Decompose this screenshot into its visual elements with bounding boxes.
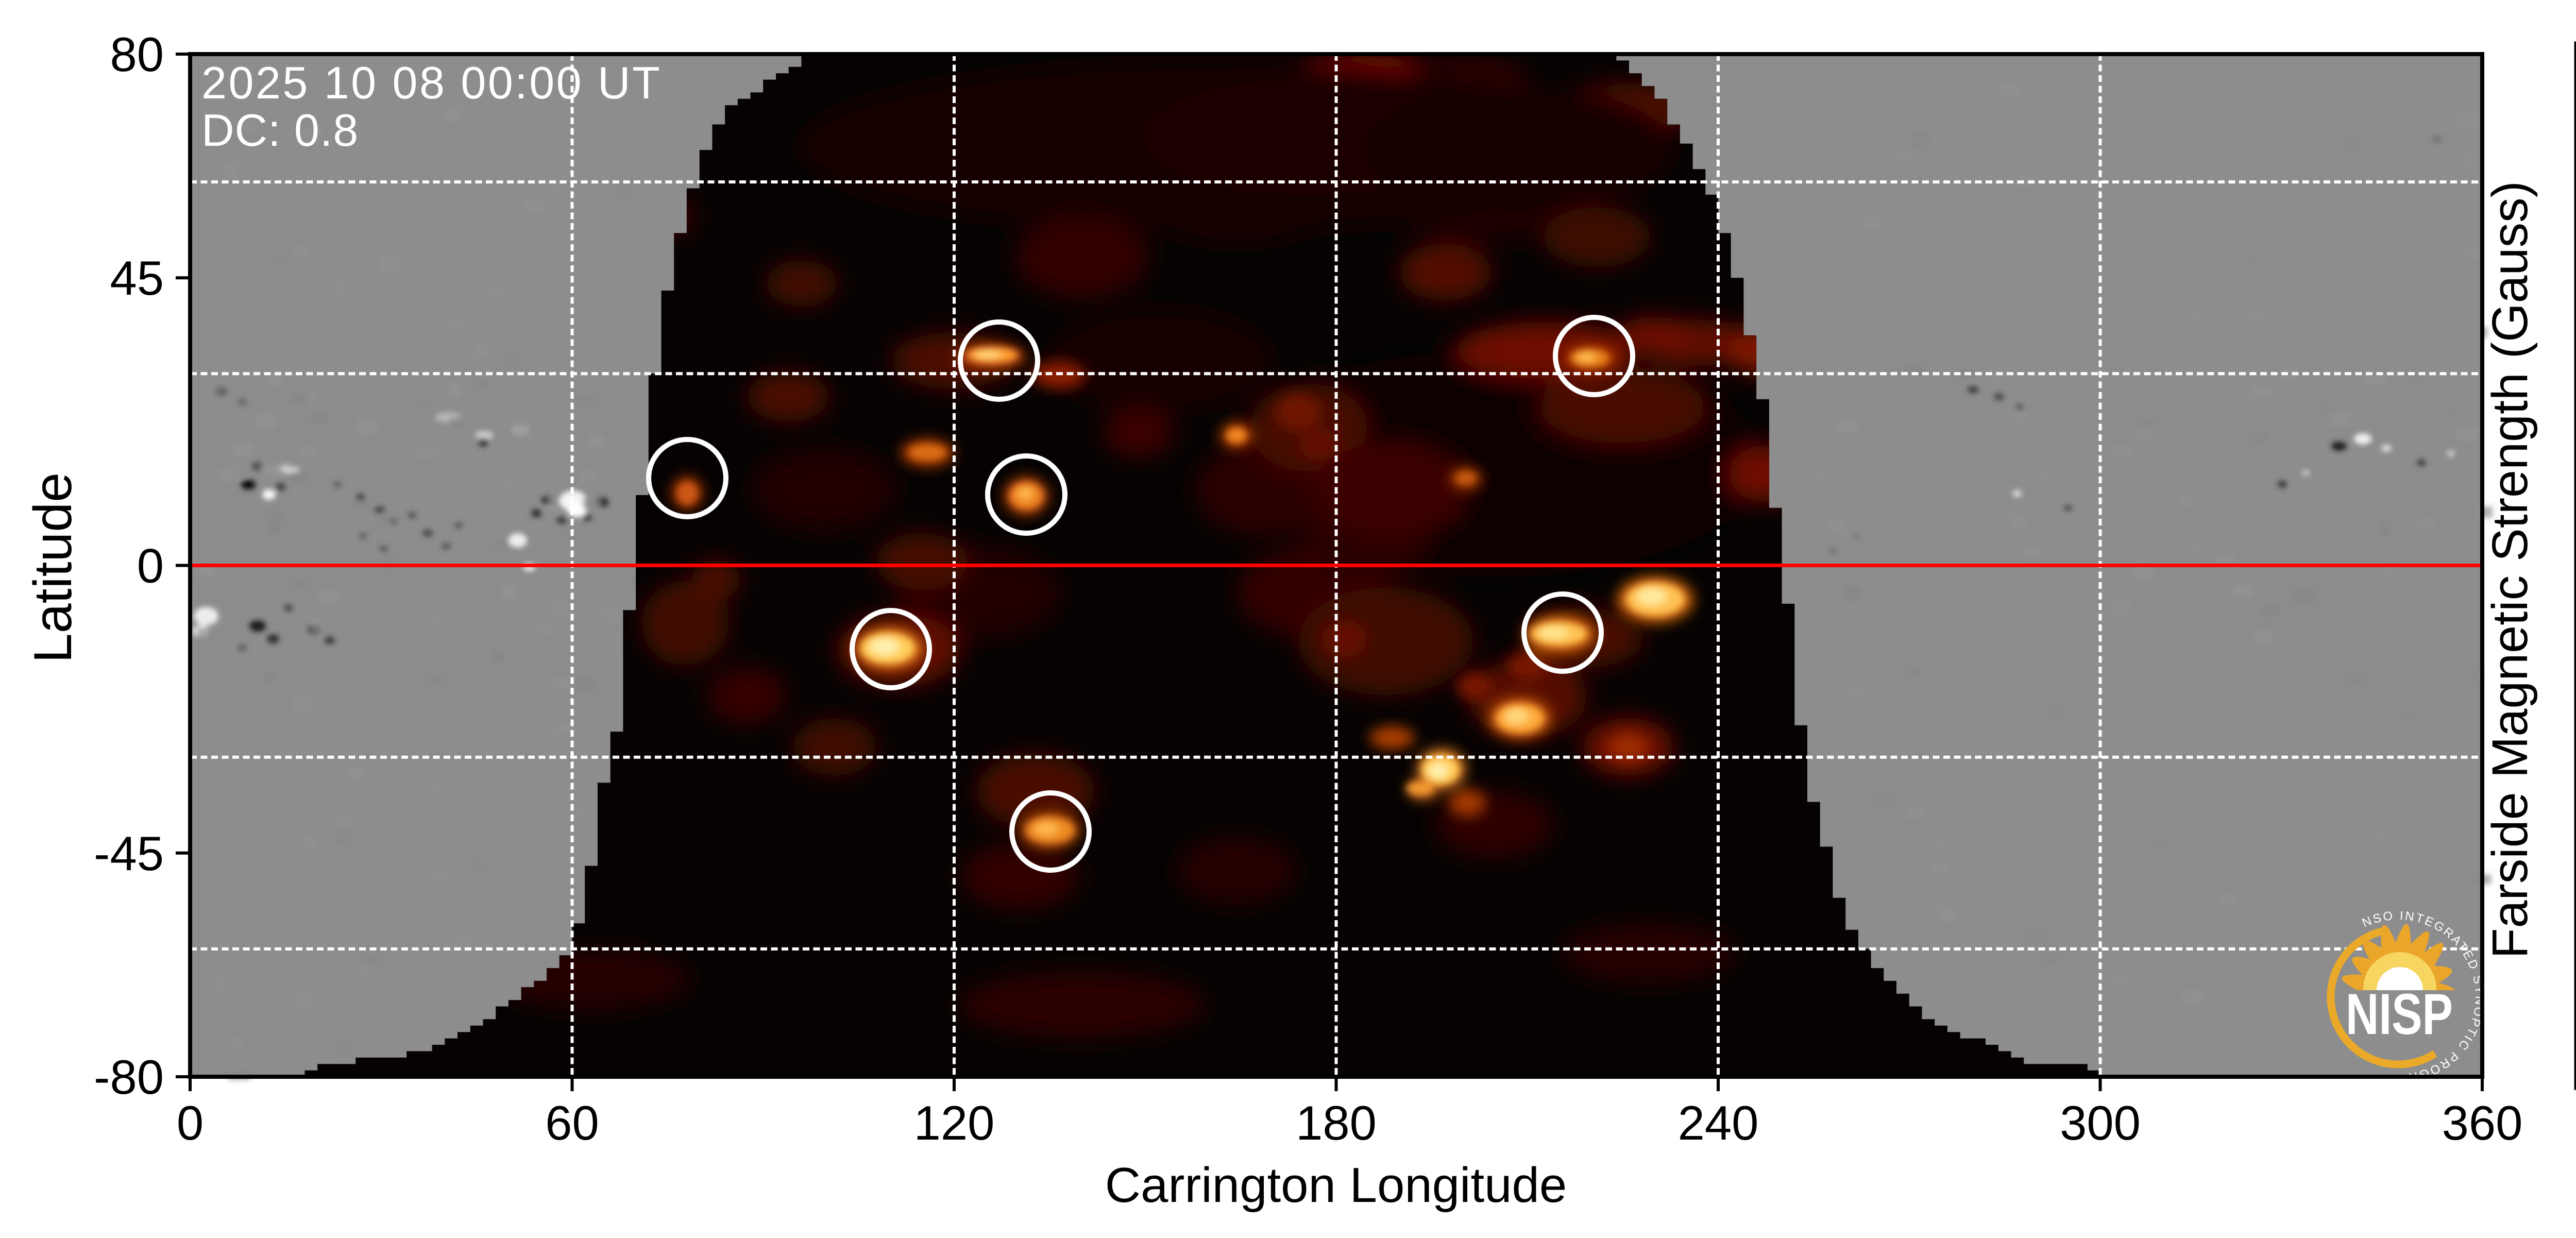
svg-text:0: 0 [177,1096,204,1150]
svg-text:Farside Magnetic Strength (Gau: Farside Magnetic Strength (Gauss) [2482,181,2538,959]
svg-text:240: 240 [1678,1096,1759,1150]
svg-text:45: 45 [110,251,164,305]
svg-text:120: 120 [914,1096,995,1150]
svg-text:60: 60 [545,1096,599,1150]
svg-text:NISP: NISP [2346,982,2453,1046]
svg-text:180: 180 [1296,1096,1377,1150]
svg-text:360: 360 [2442,1096,2523,1150]
svg-text:Latitude: Latitude [23,472,83,663]
svg-text:300: 300 [2060,1096,2141,1150]
svg-text:80: 80 [110,27,164,81]
svg-text:-80: -80 [94,1050,164,1104]
svg-text:Carrington Longitude: Carrington Longitude [1105,1158,1567,1213]
svg-text:0: 0 [137,539,164,593]
svg-text:DC: 0.8: DC: 0.8 [201,105,359,156]
svg-text:2025 10 08 00:00 UT: 2025 10 08 00:00 UT [201,57,662,108]
svg-text:-45: -45 [94,826,164,880]
